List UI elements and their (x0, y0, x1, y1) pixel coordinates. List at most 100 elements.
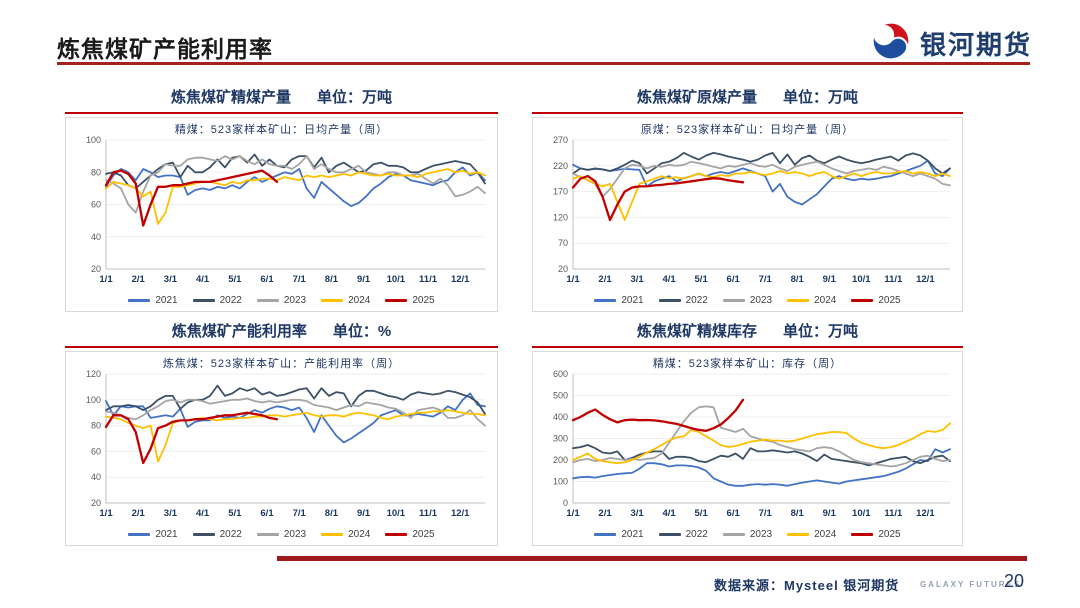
svg-text:20: 20 (91, 498, 101, 508)
svg-text:5/1: 5/1 (695, 274, 709, 285)
svg-text:20: 20 (558, 264, 568, 274)
legend-item-2024: 2024 (787, 529, 836, 540)
svg-text:7/1: 7/1 (759, 508, 773, 519)
chart-subtitle: 原煤：523家样本矿山：日均产量（周） (640, 124, 855, 136)
chart-frame: 原煤：523家样本矿山：日均产量（周） 20 70 120 170 220 270 1/1 2… (532, 117, 963, 312)
legend-item-2021: 2021 (128, 529, 178, 540)
svg-text:12/1: 12/1 (451, 508, 470, 519)
svg-text:2/1: 2/1 (598, 274, 612, 285)
legend-swatch (256, 299, 279, 302)
chart-canvas: 0 100 200 300 400 500 600 1/1 2/1 3/1 4/1 5/1 6/1 7/1… (553, 369, 951, 519)
svg-text:3/1: 3/1 (630, 508, 644, 519)
chart-legend: 2021 2022 2023 2024 2025 (66, 529, 497, 540)
legend-item-2024: 2024 (321, 295, 370, 306)
svg-text:300: 300 (553, 434, 568, 444)
chart-title: 炼焦煤矿精煤产量 单位：万吨 (65, 86, 498, 114)
legend-item-2024: 2024 (787, 295, 836, 306)
svg-text:40: 40 (91, 472, 101, 482)
galaxy-futures-swirl-icon (870, 20, 912, 67)
line-chart-raw-coal-output: 20 70 120 170 220 270 1/1 2/1 3/1 4/1 5/1 6/1 7/1 8/1… (533, 118, 962, 311)
legend-label: 2025 (412, 529, 435, 540)
svg-text:4/1: 4/1 (196, 274, 210, 285)
series-2025 (571, 174, 745, 222)
svg-text:5/1: 5/1 (695, 508, 709, 519)
legend-swatch (851, 299, 874, 302)
legend-item-2022: 2022 (658, 529, 708, 540)
svg-text:4/1: 4/1 (196, 508, 210, 519)
legend-label: 2022 (685, 295, 708, 306)
legend-item-2025: 2025 (385, 295, 435, 306)
legend-swatch (192, 299, 215, 302)
svg-text:9/1: 9/1 (823, 274, 837, 285)
legend-item-2021: 2021 (128, 295, 178, 306)
svg-text:8/1: 8/1 (791, 274, 805, 285)
legend-label: 2024 (814, 295, 837, 306)
legend-label: 2022 (219, 295, 242, 306)
svg-text:9/1: 9/1 (357, 274, 371, 285)
svg-text:200: 200 (553, 455, 568, 465)
svg-text:5/1: 5/1 (228, 508, 242, 519)
header-divider (57, 62, 1030, 65)
svg-text:20: 20 (91, 264, 101, 274)
svg-text:60: 60 (91, 446, 101, 456)
svg-text:1/1: 1/1 (566, 274, 580, 285)
legend-swatch (594, 299, 617, 302)
legend-swatch (128, 299, 151, 302)
svg-text:3/1: 3/1 (164, 274, 178, 285)
series-2023 (572, 405, 951, 468)
chart-subtitle: 炼焦煤：523家样本矿山：产能利用率（周） (162, 358, 401, 370)
svg-text:220: 220 (553, 161, 568, 171)
svg-text:10/1: 10/1 (852, 508, 871, 519)
legend-swatch (321, 299, 344, 302)
svg-text:5/1: 5/1 (228, 274, 242, 285)
legend-label: 2023 (749, 295, 773, 306)
series-2021 (572, 448, 951, 487)
chart-canvas: 20 70 120 170 220 270 1/1 2/1 3/1 4/1 5/1 6/1 7/1 8/1… (553, 135, 951, 285)
legend-swatch (385, 299, 408, 302)
series-2023 (105, 397, 486, 427)
svg-text:7/1: 7/1 (759, 274, 773, 285)
legend-item-2023: 2023 (256, 295, 306, 306)
legend-item-2025: 2025 (385, 529, 435, 540)
legend-item-2022: 2022 (192, 529, 242, 540)
svg-text:7/1: 7/1 (293, 274, 307, 285)
chart-frame: 精煤：523家样本矿山：库存（周） 0 100 200 300 400 500 600 1/1… (532, 351, 963, 546)
svg-text:70: 70 (558, 238, 568, 248)
svg-text:10/1: 10/1 (387, 508, 406, 519)
legend-item-2023: 2023 (722, 529, 772, 540)
svg-text:0: 0 (563, 498, 568, 508)
svg-text:3/1: 3/1 (630, 274, 644, 285)
series-2024 (105, 168, 486, 225)
svg-text:10/1: 10/1 (387, 274, 406, 285)
series-2022 (105, 153, 486, 190)
svg-text:2/1: 2/1 (132, 274, 146, 285)
svg-text:1/1: 1/1 (99, 274, 113, 285)
legend-swatch (787, 533, 810, 536)
legend-item-2022: 2022 (658, 295, 708, 306)
svg-text:400: 400 (553, 412, 568, 422)
legend-swatch (851, 533, 874, 536)
svg-text:9/1: 9/1 (357, 508, 371, 519)
svg-text:100: 100 (86, 135, 101, 145)
line-chart-refined-coal-inventory: 0 100 200 300 400 500 600 1/1 2/1 3/1 4/1 5/1 6/1 7/1… (533, 352, 962, 545)
svg-text:120: 120 (553, 212, 568, 222)
brand-name: 银河期货 (919, 30, 1032, 60)
legend-label: 2021 (155, 529, 178, 540)
chart-legend: 2021 2022 2023 2024 2025 (533, 529, 962, 540)
legend-item-2025: 2025 (851, 529, 901, 540)
series-2025 (571, 398, 745, 432)
legend-swatch (722, 533, 745, 536)
data-source: 数据来源：Mysteel 银河期货 (714, 578, 900, 593)
legend-label: 2022 (685, 529, 708, 540)
legend-item-2021: 2021 (594, 295, 644, 306)
page-number: 20 (1004, 571, 1025, 591)
panel-refined-coal-output: 炼焦煤矿精煤产量 单位：万吨 精煤：523家样本矿山：日均产量（周） 20 40 60… (65, 86, 498, 312)
brand-logo: 银河期货 (870, 20, 1032, 67)
legend-swatch (658, 299, 681, 302)
legend-label: 2021 (621, 529, 644, 540)
chart-canvas: 20 40 60 80 100 1/1 2/1 3/1 4/1 5/1 6/1 7/1 8/1 9/1 10… (86, 135, 486, 285)
series-2021 (105, 392, 486, 444)
series-2022 (572, 152, 951, 175)
legend-item-2024: 2024 (321, 529, 370, 540)
svg-text:10/1: 10/1 (852, 274, 871, 285)
